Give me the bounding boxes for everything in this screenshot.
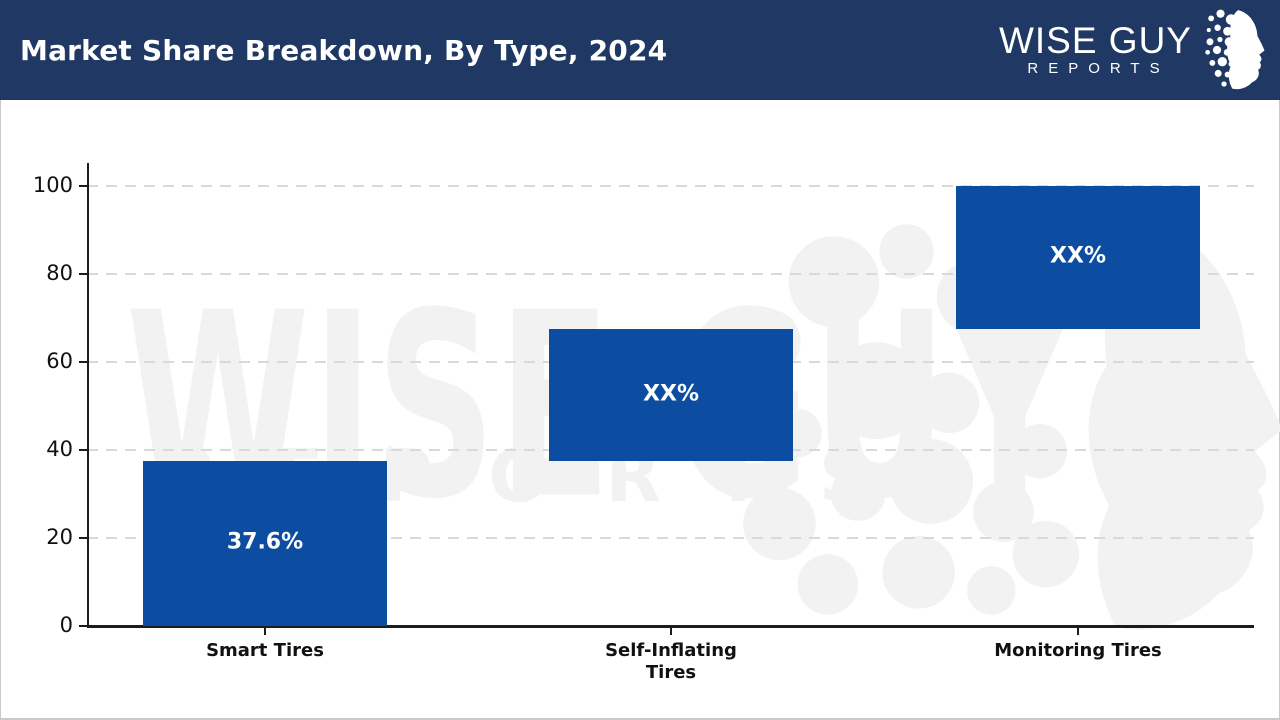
header-bar: Market Share Breakdown, By Type, 2024 WI… [0, 0, 1280, 100]
page-title: Market Share Breakdown, By Type, 2024 [20, 33, 668, 67]
gridline [87, 273, 1254, 275]
y-tick-label: 100 [32, 173, 73, 197]
y-tick-label: 0 [59, 613, 73, 637]
y-tick-mark [79, 273, 87, 275]
x-tick-mark [264, 628, 266, 635]
bar-value-label: 37.6% [226, 529, 304, 555]
y-tick-mark [79, 361, 87, 363]
y-axis-line [87, 163, 89, 628]
gridline [87, 185, 1254, 187]
y-tick-label: 60 [46, 349, 73, 373]
gridline [87, 537, 1254, 539]
y-tick-mark [79, 449, 87, 451]
y-tick-label: 20 [46, 525, 73, 549]
logo-text: WISE GUY REPORTS [999, 22, 1192, 78]
chart-canvas: WISE GUY REPORTS 02040608010037.6%XX%XX%… [0, 100, 1280, 720]
x-tick-mark [1077, 628, 1079, 635]
x-tick-mark [670, 628, 672, 635]
y-tick-mark [79, 185, 87, 187]
y-tick-label: 40 [46, 437, 73, 461]
bar-0: 37.6% [143, 460, 387, 626]
bar-1: XX% [549, 328, 793, 461]
x-axis-line [87, 625, 1254, 628]
bar-value-label: XX% [1050, 243, 1106, 269]
x-category-label: Monitoring Tires [994, 640, 1162, 661]
brand-logo: WISE GUY REPORTS [999, 9, 1270, 91]
logo-face-icon [1205, 9, 1265, 90]
bar-2: XX% [956, 186, 1200, 329]
x-category-label: Self-Inflating Tires [605, 640, 737, 683]
bar-value-label: XX% [643, 381, 699, 407]
y-tick-mark [79, 625, 87, 627]
plot-area: 0 20 40 60 80 100 37.6% XX% XX% Smart Tires Self-I… [1, 100, 1280, 720]
logo-subtext: REPORTS [1027, 60, 1170, 77]
x-category-label: Smart Tires [206, 640, 324, 661]
logo-wordmark: WISE GUY [998, 20, 1192, 61]
y-tick-mark [79, 537, 87, 539]
y-tick-label: 80 [46, 261, 73, 285]
